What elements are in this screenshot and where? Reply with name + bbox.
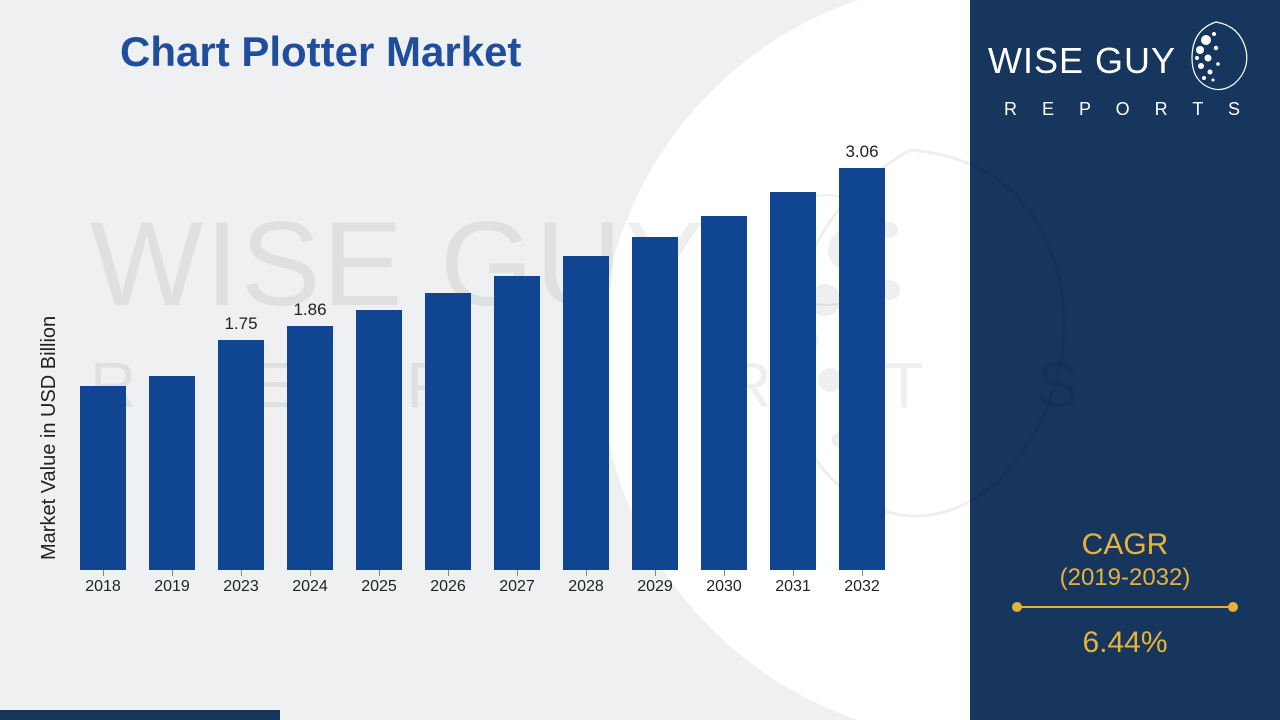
x-tick-label: 2027 xyxy=(492,578,542,596)
bar xyxy=(356,310,402,570)
logo-text-line2: R E P O R T S xyxy=(988,99,1250,120)
chart-title: Chart Plotter Market xyxy=(120,28,521,76)
x-tick-label: 2028 xyxy=(561,578,611,596)
bar-value-label: 3.06 xyxy=(832,142,892,162)
bar-value-label: 1.75 xyxy=(211,314,271,334)
bar xyxy=(770,192,816,570)
bar-value-label: 1.86 xyxy=(280,300,340,320)
cagr-range: (2019-2032) xyxy=(1010,564,1240,592)
bar xyxy=(494,276,540,570)
bar xyxy=(425,293,471,570)
cagr-block: CAGR (2019-2032) 6.44% xyxy=(1010,528,1240,660)
x-tick xyxy=(103,570,104,576)
bar-chart: 2018201920231.7520241.862025202620272028… xyxy=(80,150,910,570)
x-tick xyxy=(586,570,587,576)
bar xyxy=(218,340,264,570)
logo-text-line1: WISE GUY xyxy=(988,40,1176,82)
x-tick-label: 2032 xyxy=(837,578,887,596)
bar xyxy=(149,376,195,570)
x-tick-label: 2025 xyxy=(354,578,404,596)
bar xyxy=(701,216,747,570)
x-tick xyxy=(724,570,725,576)
cagr-divider xyxy=(1016,606,1234,608)
x-tick-label: 2018 xyxy=(78,578,128,596)
bar xyxy=(563,256,609,570)
logo-head-icon xyxy=(1186,20,1250,101)
x-tick xyxy=(241,570,242,576)
bottom-accent-bar xyxy=(0,710,280,720)
y-axis-label: Market Value in USD Billion xyxy=(38,316,61,560)
x-tick-label: 2029 xyxy=(630,578,680,596)
x-tick xyxy=(793,570,794,576)
stage: WISE GUY R E P O R T S Chart Plotter Mar… xyxy=(0,0,1280,720)
cagr-value: 6.44% xyxy=(1010,626,1240,660)
brand-logo: WISE GUY R E P O R T S xyxy=(988,20,1250,120)
x-tick xyxy=(379,570,380,576)
x-tick-label: 2024 xyxy=(285,578,335,596)
cagr-label: CAGR xyxy=(1010,528,1240,562)
x-tick-label: 2019 xyxy=(147,578,197,596)
x-tick xyxy=(517,570,518,576)
x-tick xyxy=(448,570,449,576)
bar xyxy=(80,386,126,570)
bar xyxy=(632,237,678,570)
x-tick-label: 2023 xyxy=(216,578,266,596)
x-tick xyxy=(172,570,173,576)
bar xyxy=(287,326,333,570)
x-tick xyxy=(310,570,311,576)
bar xyxy=(839,168,885,570)
x-tick xyxy=(862,570,863,576)
x-tick-label: 2026 xyxy=(423,578,473,596)
x-tick xyxy=(655,570,656,576)
x-tick-label: 2030 xyxy=(699,578,749,596)
x-tick-label: 2031 xyxy=(768,578,818,596)
